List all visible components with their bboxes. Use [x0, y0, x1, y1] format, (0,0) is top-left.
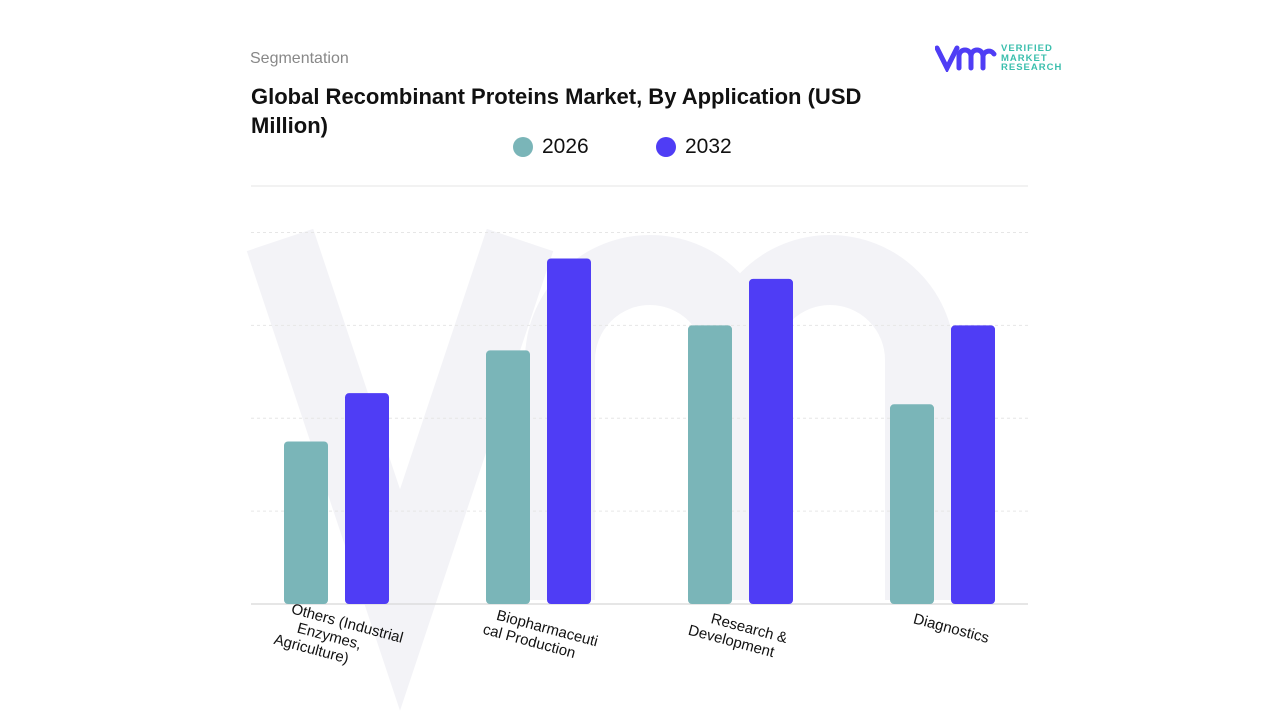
bar-2026-0 [284, 441, 328, 604]
legend-label-2032: 2032 [685, 135, 732, 158]
legend-swatch-2026 [513, 137, 533, 157]
chart-title: Global Recombinant Proteins Market, By A… [251, 84, 862, 138]
category-label: Diagnostics [912, 610, 991, 646]
bar-2026-1 [486, 350, 530, 604]
logo: VERIFIED MARKET RESEARCH [935, 44, 1062, 73]
legend-item-2026: 2026 [513, 135, 656, 159]
legend-label-2026: 2026 [542, 135, 589, 158]
category-label: Research &Development [686, 605, 789, 663]
legend: 2026 2032 [513, 135, 799, 159]
bar-2032-1 [547, 258, 591, 604]
vmr-logo-icon [935, 45, 997, 73]
bar-2032-3 [951, 325, 995, 604]
bar-2026-2 [688, 325, 732, 604]
bar-2026-3 [890, 404, 934, 604]
bar-2032-2 [749, 278, 793, 604]
legend-item-2032: 2032 [656, 135, 799, 159]
segment-label: Segmentation [250, 50, 349, 67]
logo-text: VERIFIED MARKET RESEARCH [1001, 43, 1063, 73]
bar-2032-0 [345, 393, 389, 604]
category-label: Biopharmaceutical Production [481, 605, 600, 667]
legend-swatch-2032 [656, 137, 676, 157]
